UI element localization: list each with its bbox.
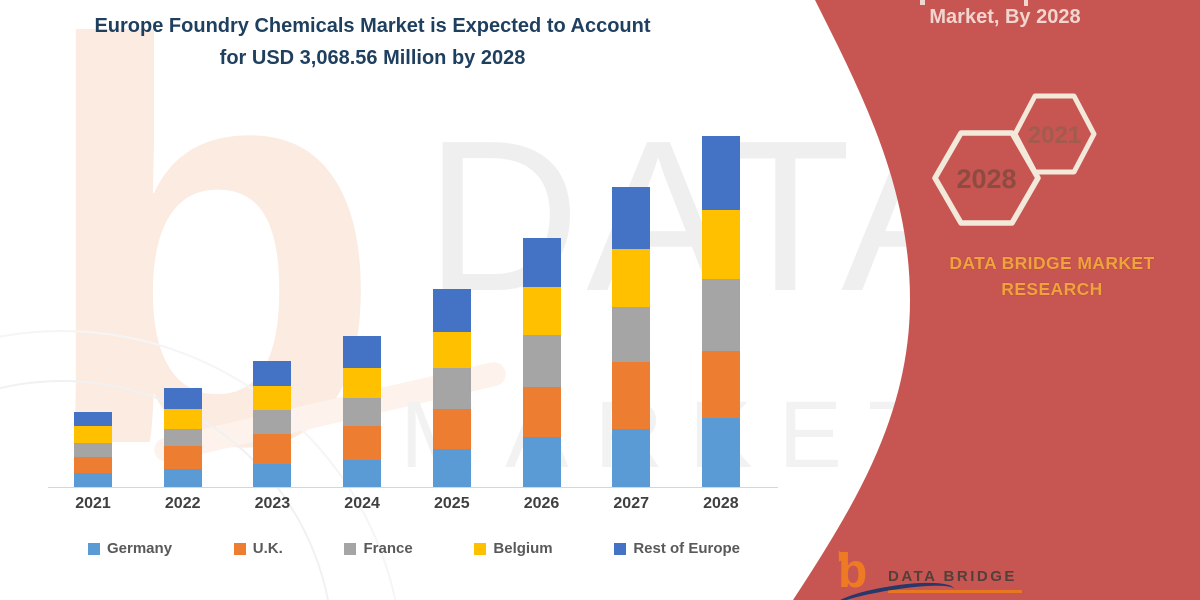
legend-swatch-icon bbox=[344, 542, 357, 555]
hexagon-large-outline bbox=[932, 130, 1041, 226]
bar-segment-u-k- bbox=[522, 387, 561, 437]
legend-item-germany: Germany bbox=[88, 540, 172, 557]
x-axis-label-2027: 2027 bbox=[613, 495, 649, 512]
x-axis-label-2024: 2024 bbox=[344, 495, 380, 512]
bar-segment-rest-of-europe bbox=[612, 187, 651, 249]
bar-segment-germany bbox=[612, 428, 651, 487]
ribbon-heading: Market, By 2028 bbox=[929, 6, 1081, 28]
bar-segment-rest-of-europe bbox=[522, 238, 561, 288]
bar-segment-belgium bbox=[74, 426, 112, 443]
hexagon-small-label: 2021 bbox=[1028, 122, 1081, 149]
logo-b-icon: b bbox=[838, 545, 868, 598]
bar-segment-u-k- bbox=[701, 350, 740, 419]
bar-segment-germany bbox=[701, 418, 740, 487]
legend-item-france: France bbox=[344, 540, 413, 557]
bar-segment-france bbox=[74, 442, 112, 458]
stacked-bar-2021 bbox=[74, 411, 112, 487]
chart-title-line1: Europe Foundry Chemicals Market is Expec… bbox=[94, 15, 651, 37]
legend-label: Belgium bbox=[493, 540, 553, 557]
legend-swatch-icon bbox=[233, 542, 246, 555]
bar-segment-belgium bbox=[612, 248, 651, 307]
x-axis-label-2023: 2023 bbox=[254, 495, 291, 512]
legend-item-rest-of-europe: Rest of Europe bbox=[614, 540, 740, 557]
bar-segment-u-k- bbox=[74, 457, 112, 474]
legend-swatch-icon bbox=[474, 542, 487, 555]
logo-underline bbox=[888, 590, 1022, 593]
x-axis-label-2025: 2025 bbox=[434, 495, 470, 512]
clipped-text-fragment bbox=[920, 0, 925, 5]
x-axis-label-2026: 2026 bbox=[523, 495, 560, 512]
bar-segment-france bbox=[522, 335, 561, 388]
brand-line2: RESEARCH bbox=[1001, 279, 1103, 300]
x-axis-label-2022: 2022 bbox=[164, 495, 201, 512]
clipped-text-fragment bbox=[1024, 0, 1028, 6]
legend-swatch-icon bbox=[614, 542, 627, 555]
legend-label: France bbox=[363, 540, 413, 557]
hexagon-large-label: 2028 bbox=[956, 164, 1016, 194]
bar-segment-germany bbox=[522, 437, 561, 487]
bar-segment-france bbox=[701, 278, 740, 351]
data-bridge-logo: b DATA BRIDGE bbox=[828, 545, 1090, 600]
x-axis-label-2028: 2028 bbox=[703, 495, 739, 512]
legend-item-belgium: Belgium bbox=[474, 540, 553, 557]
chart-title: Europe Foundry Chemicals Market is Expec… bbox=[55, 10, 690, 74]
bar-segment-belgium bbox=[701, 209, 740, 279]
legend-label: Rest of Europe bbox=[633, 540, 740, 557]
stacked-bar-2028 bbox=[701, 136, 740, 487]
brand-line1: DATA BRIDGE MARKET bbox=[949, 253, 1155, 273]
bar-segment-germany bbox=[163, 469, 202, 487]
stacked-bar-2027 bbox=[612, 187, 651, 487]
bar-segment-rest-of-europe bbox=[74, 411, 112, 427]
stacked-bar-2026 bbox=[522, 238, 561, 487]
legend-label: Germany bbox=[107, 540, 173, 557]
brand-text: DATA BRIDGE MARKET RESEARCH bbox=[922, 250, 1182, 303]
legend-swatch-icon bbox=[88, 542, 100, 555]
bar-segment-germany bbox=[74, 473, 112, 487]
bar-segment-france bbox=[612, 306, 651, 362]
bar-segment-u-k- bbox=[612, 361, 651, 429]
x-axis-label-2021: 2021 bbox=[75, 495, 111, 512]
bar-segment-germany bbox=[253, 463, 292, 487]
bar-segment-belgium bbox=[522, 287, 561, 336]
legend-label: U.K. bbox=[252, 540, 283, 557]
chart-title-line2: for USD 3,068.56 Million by 2028 bbox=[219, 47, 526, 69]
logo-wordmark: DATA BRIDGE bbox=[888, 568, 1017, 585]
bar-segment-rest-of-europe bbox=[701, 136, 740, 210]
x-axis-line bbox=[48, 487, 778, 488]
legend-item-u-k-: U.K. bbox=[233, 540, 283, 557]
chart-legend: Germany U.K. France Belgium Rest of Europe bbox=[88, 540, 740, 557]
red-ribbon-shape bbox=[793, 0, 1200, 600]
bar-segment-rest-of-europe bbox=[432, 288, 471, 333]
bar-segment-germany bbox=[343, 460, 382, 487]
